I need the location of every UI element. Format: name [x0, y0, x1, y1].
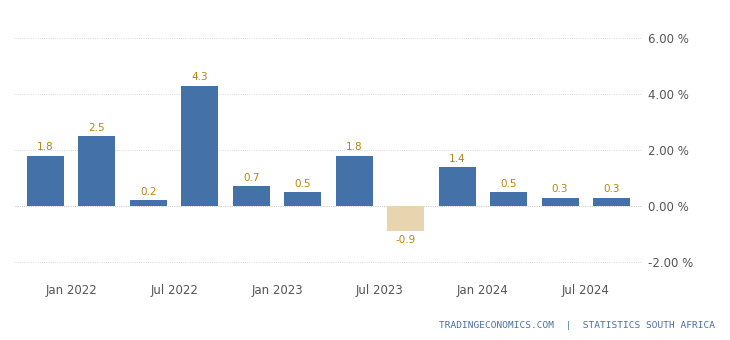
- Text: 0.3: 0.3: [603, 184, 620, 194]
- Bar: [387, 206, 424, 231]
- Bar: [27, 156, 64, 206]
- Text: 0.5: 0.5: [500, 179, 517, 189]
- Bar: [542, 198, 579, 206]
- Text: 0.3: 0.3: [552, 184, 569, 194]
- Text: 0.7: 0.7: [243, 173, 260, 183]
- Text: 1.8: 1.8: [346, 142, 363, 152]
- Text: 0.5: 0.5: [294, 179, 311, 189]
- Bar: [593, 198, 630, 206]
- Bar: [336, 156, 373, 206]
- Text: 4.3: 4.3: [191, 72, 208, 82]
- Text: 0.2: 0.2: [140, 187, 157, 197]
- Bar: [284, 192, 321, 206]
- Text: -0.9: -0.9: [396, 235, 416, 244]
- Bar: [78, 136, 115, 206]
- Bar: [181, 86, 218, 206]
- Bar: [233, 186, 270, 206]
- Bar: [490, 192, 527, 206]
- Bar: [439, 167, 476, 206]
- Text: 2.5: 2.5: [88, 123, 105, 133]
- Text: 1.8: 1.8: [37, 142, 54, 152]
- Bar: [130, 201, 167, 206]
- Text: TRADINGECONOMICS.COM  |  STATISTICS SOUTH AFRICA: TRADINGECONOMICS.COM | STATISTICS SOUTH …: [439, 321, 715, 330]
- Text: 1.4: 1.4: [449, 154, 466, 164]
